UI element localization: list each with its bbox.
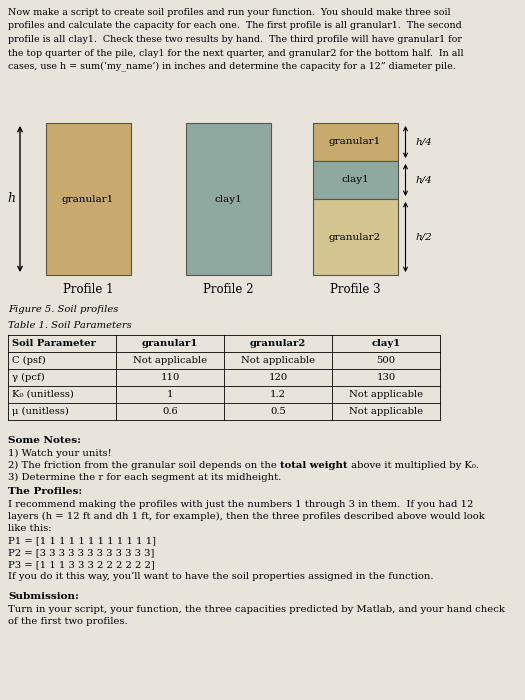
Bar (312, 161, 397, 199)
Text: Submission:: Submission: (8, 592, 79, 601)
Text: Table 1. Soil Parameters: Table 1. Soil Parameters (8, 321, 132, 330)
Bar (185, 123, 270, 275)
Bar (46, 123, 131, 275)
Text: cases, use h = sum(‘my_name’) in inches and determine the capacity for a 12” dia: cases, use h = sum(‘my_name’) in inches … (8, 62, 456, 72)
Text: profile is all clay1.  Check these two results by hand.  The third profile will : profile is all clay1. Check these two re… (8, 35, 462, 44)
Text: 0.6: 0.6 (162, 407, 178, 416)
Text: clay1: clay1 (214, 195, 242, 204)
Text: 0.5: 0.5 (270, 407, 286, 416)
Text: K₀ (unitless): K₀ (unitless) (12, 390, 74, 399)
Text: Not applicable: Not applicable (349, 390, 423, 399)
Text: Some Notes:: Some Notes: (8, 436, 81, 445)
Text: granular1: granular1 (329, 137, 381, 146)
Text: 1.2: 1.2 (270, 390, 286, 399)
Text: Not applicable: Not applicable (349, 407, 423, 416)
Text: 1) Watch your units!: 1) Watch your units! (8, 449, 112, 458)
Text: clay1: clay1 (341, 176, 369, 185)
Text: 3) Determine the r for each segment at its midheight.: 3) Determine the r for each segment at i… (8, 473, 281, 482)
Text: If you do it this way, you’ll want to have the soil properties assigned in the f: If you do it this way, you’ll want to ha… (8, 572, 434, 581)
Text: P3 = [1 1 1 3 3 3 2 2 2 2 2 2]: P3 = [1 1 1 3 3 3 2 2 2 2 2 2] (8, 560, 155, 569)
Text: Profile 3: Profile 3 (330, 283, 380, 296)
Text: γ (pcf): γ (pcf) (12, 373, 45, 382)
Text: of the first two profiles.: of the first two profiles. (8, 617, 128, 626)
Text: Not applicable: Not applicable (133, 356, 207, 365)
Text: I recommend making the profiles with just the numbers 1 through 3 in them.  If y: I recommend making the profiles with jus… (8, 500, 474, 509)
Text: 130: 130 (376, 373, 396, 382)
Text: like this:: like this: (8, 524, 51, 533)
Text: 120: 120 (268, 373, 288, 382)
Bar (312, 199, 397, 275)
Text: P2 = [3 3 3 3 3 3 3 3 3 3 3 3]: P2 = [3 3 3 3 3 3 3 3 3 3 3 3] (8, 548, 154, 557)
Text: P1 = [1 1 1 1 1 1 1 1 1 1 1 1]: P1 = [1 1 1 1 1 1 1 1 1 1 1 1] (8, 536, 156, 545)
Text: h/4: h/4 (415, 176, 432, 185)
Text: 1: 1 (167, 390, 173, 399)
Text: h/4: h/4 (415, 137, 432, 146)
Text: Now make a script to create soil profiles and run your function.  You should mak: Now make a script to create soil profile… (8, 8, 450, 17)
Text: Not applicable: Not applicable (241, 356, 315, 365)
Bar (312, 123, 397, 161)
Text: the top quarter of the pile, clay1 for the next quarter, and granular2 for the b: the top quarter of the pile, clay1 for t… (8, 48, 464, 57)
Text: granular1: granular1 (62, 195, 114, 204)
Text: Figure 5. Soil profiles: Figure 5. Soil profiles (8, 305, 118, 314)
Text: Turn in your script, your function, the three capacities predicted by Matlab, an: Turn in your script, your function, the … (8, 605, 505, 614)
Text: above it multiplied by K₀.: above it multiplied by K₀. (348, 461, 478, 470)
Text: layers (h = 12 ft and dh 1 ft, for example), then the three profiles described a: layers (h = 12 ft and dh 1 ft, for examp… (8, 512, 485, 521)
Text: h/2: h/2 (415, 232, 432, 241)
Text: 2) The friction from the granular soil depends on the: 2) The friction from the granular soil d… (8, 461, 280, 470)
Text: Profile 2: Profile 2 (203, 283, 253, 296)
Text: profiles and calculate the capacity for each one.  The first profile is all gran: profiles and calculate the capacity for … (8, 22, 462, 31)
Text: C (psf): C (psf) (12, 356, 46, 365)
Text: granular2: granular2 (329, 232, 381, 241)
Text: Soil Parameter: Soil Parameter (12, 339, 96, 348)
Text: granular2: granular2 (250, 339, 306, 348)
Text: granular1: granular1 (142, 339, 198, 348)
Text: clay1: clay1 (372, 339, 401, 348)
Text: total weight: total weight (280, 461, 348, 470)
Text: h: h (7, 193, 15, 206)
Text: The Profiles:: The Profiles: (8, 487, 82, 496)
Text: Profile 1: Profile 1 (63, 283, 113, 296)
Text: 500: 500 (376, 356, 395, 365)
Text: μ (unitless): μ (unitless) (12, 407, 69, 416)
Text: 110: 110 (160, 373, 180, 382)
